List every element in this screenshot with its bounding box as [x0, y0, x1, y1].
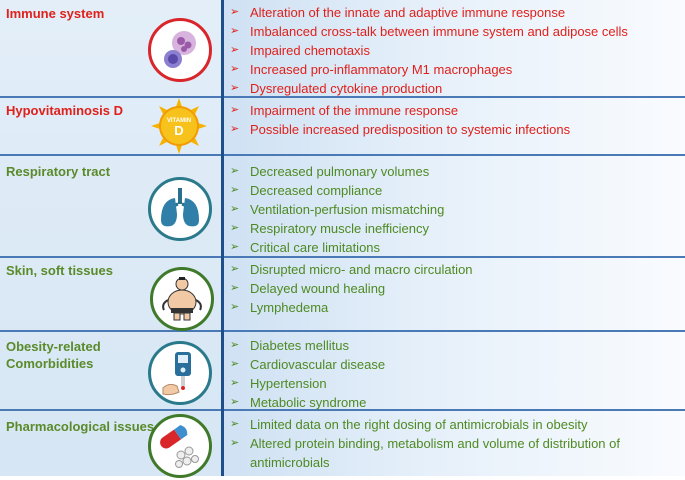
obese-person-graphic — [162, 277, 202, 321]
glucose-meter-icon — [148, 341, 212, 405]
arrow-bullet-icon: ➢ — [230, 358, 240, 370]
list-item: ➢ Diabetes mellitus — [230, 338, 349, 353]
glucose-meter-graphic — [162, 352, 191, 396]
arrow-bullet-icon: ➢ — [230, 396, 240, 408]
bullet-list-skin-soft-tissues: ➢ Disrupted micro- and macro circulation … — [230, 260, 473, 317]
arrow-bullet-icon: ➢ — [230, 222, 240, 234]
arrow-bullet-icon: ➢ — [230, 418, 240, 430]
arrow-bullet-icon: ➢ — [230, 282, 240, 294]
arrow-bullet-icon: ➢ — [230, 44, 240, 56]
arrow-bullet-icon: ➢ — [230, 82, 240, 94]
list-item: ➢ Delayed wound healing — [230, 281, 386, 296]
immune-cells-icon — [148, 18, 212, 82]
bullet-list-respiratory-tract: ➢ Decreased pulmonary volumes ➢ Decreased … — [230, 162, 444, 257]
list-item: ➢ Imbalanced cross-talk between immune sy… — [230, 24, 628, 39]
list-item: ➢ Limited data on the right dosing of ant… — [230, 417, 588, 432]
list-item: ➢ Dysregulated cytokine production — [230, 81, 443, 96]
bullet-list-pharmacological-issues: ➢ Limited data on the right dosing of ant… — [230, 415, 680, 472]
list-item: ➢ Altered protein binding, metabolism and… — [230, 436, 620, 470]
arrow-bullet-icon: ➢ — [230, 123, 240, 135]
arrow-bullet-icon: ➢ — [230, 25, 240, 37]
lungs-icon — [148, 177, 212, 241]
right-column — [224, 0, 685, 476]
vitamin-label: VITAMIN — [167, 118, 191, 124]
arrow-bullet-icon: ➢ — [230, 184, 240, 196]
arrow-bullet-icon: ➢ — [230, 6, 240, 18]
list-item: ➢ Decreased compliance — [230, 183, 383, 198]
arrow-bullet-icon: ➢ — [230, 104, 240, 116]
list-item: ➢ Cardiovascular disease — [230, 357, 386, 372]
row-divider — [0, 409, 685, 411]
row-title-pharmacological-issues: Pharmacological issues — [6, 419, 155, 434]
list-item: ➢ Lymphedema — [230, 300, 329, 315]
vitamin-letter: D — [174, 123, 183, 138]
list-item: ➢ Impairment of the immune response — [230, 103, 459, 118]
arrow-bullet-icon: ➢ — [230, 165, 240, 177]
row-divider — [0, 96, 685, 98]
row-title-comorbidities: Obesity-related Comorbidities — [6, 338, 101, 372]
list-item: ➢ Critical care limitations — [230, 240, 381, 255]
row-title-line: Comorbidities — [6, 356, 94, 371]
arrow-bullet-icon: ➢ — [230, 339, 240, 351]
lungs-graphic — [161, 188, 199, 227]
arrow-bullet-icon: ➢ — [230, 437, 240, 449]
list-item: ➢ Possible increased predisposition to sy… — [230, 122, 571, 137]
list-item: ➢ Disrupted micro- and macro circulation — [230, 262, 473, 277]
vitamin-d-sun-icon: VITAMIN D — [150, 97, 208, 155]
list-item: ➢ Decreased pulmonary volumes — [230, 164, 430, 179]
immune-cells-graphic — [164, 31, 196, 68]
list-item: ➢ Hypertension — [230, 376, 327, 391]
arrow-bullet-icon: ➢ — [230, 377, 240, 389]
obese-person-icon — [150, 267, 214, 331]
list-item: ➢ Ventilation-perfusion mismatching — [230, 202, 445, 217]
list-item: ➢ Respiratory muscle inefficiency — [230, 221, 429, 236]
arrow-bullet-icon: ➢ — [230, 203, 240, 215]
vitamin-d-graphic: VITAMIN D — [151, 98, 207, 154]
arrow-bullet-icon: ➢ — [230, 241, 240, 253]
row-title-immune-system: Immune system — [6, 6, 105, 21]
arrow-bullet-icon: ➢ — [230, 263, 240, 275]
row-title-hypovitaminosis-d: Hypovitaminosis D — [6, 103, 124, 118]
row-title-respiratory-tract: Respiratory tract — [6, 164, 111, 179]
pills-capsules-graphic — [160, 424, 199, 468]
bullet-list-hypovitaminosis-d: ➢ Impairment of the immune response ➢ Poss… — [230, 101, 570, 139]
column-divider — [221, 0, 224, 476]
bullet-list-comorbidities: ➢ Diabetes mellitus ➢ Cardiovascular disea… — [230, 336, 385, 412]
arrow-bullet-icon: ➢ — [230, 63, 240, 75]
arrow-bullet-icon: ➢ — [230, 301, 240, 313]
list-item: ➢ Alteration of the innate and adaptive i… — [230, 5, 566, 20]
row-title-line: Obesity-related — [6, 339, 101, 354]
row-divider — [0, 330, 685, 332]
row-title-skin-soft-tissues: Skin, soft tissues — [6, 263, 113, 278]
bullet-list-immune-system: ➢ Alteration of the innate and adaptive i… — [230, 3, 628, 98]
list-item: ➢ Metabolic syndrome — [230, 395, 367, 410]
list-item: ➢ Impaired chemotaxis — [230, 43, 370, 58]
pills-capsules-icon — [148, 414, 212, 478]
row-divider — [0, 154, 685, 156]
list-item: ➢ Increased pro-inflammatory M1 macrophag… — [230, 62, 513, 77]
row-divider — [0, 256, 685, 258]
